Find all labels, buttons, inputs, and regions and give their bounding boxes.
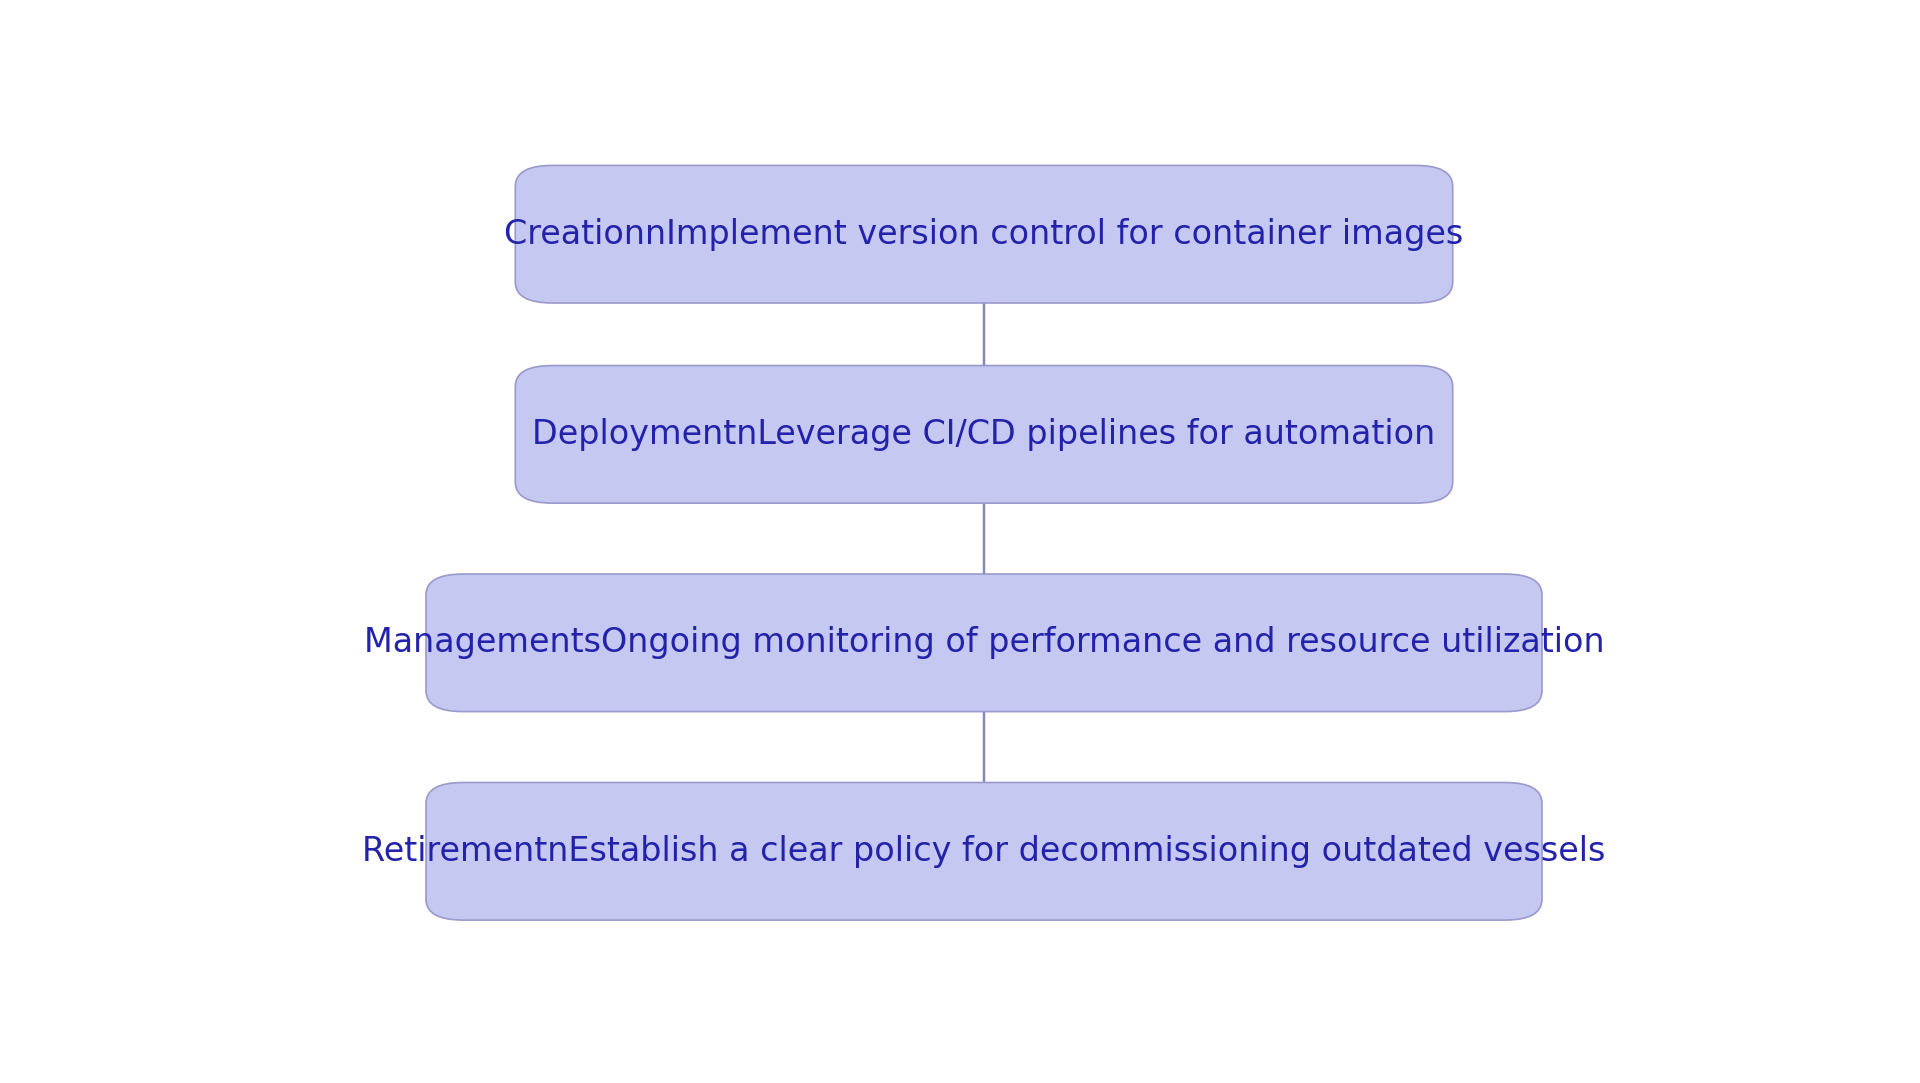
Text: DeploymentnLeverage CI/CD pipelines for automation: DeploymentnLeverage CI/CD pipelines for …	[532, 418, 1436, 451]
FancyBboxPatch shape	[515, 166, 1453, 303]
Text: RetirementnEstablish a clear policy for decommissioning outdated vessels: RetirementnEstablish a clear policy for …	[363, 835, 1605, 867]
FancyBboxPatch shape	[426, 574, 1542, 712]
FancyBboxPatch shape	[515, 366, 1453, 504]
Text: CreationnImplement version control for container images: CreationnImplement version control for c…	[505, 218, 1463, 250]
Text: ManagementsOngoing monitoring of performance and resource utilization: ManagementsOngoing monitoring of perform…	[363, 626, 1605, 660]
FancyBboxPatch shape	[426, 783, 1542, 921]
